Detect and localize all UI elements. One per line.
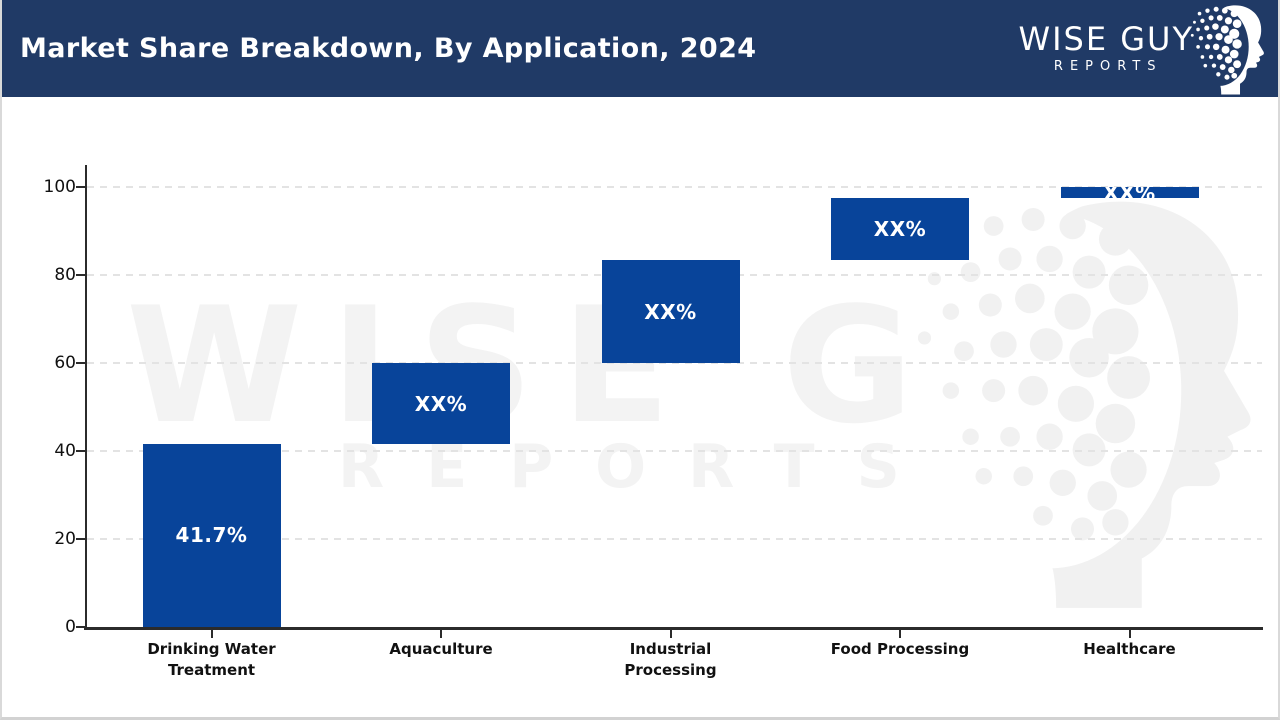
y-axis-line <box>85 165 87 629</box>
y-tick-mark <box>76 538 85 540</box>
y-gridline <box>87 186 1262 188</box>
y-tick-mark <box>76 186 85 188</box>
y-tick-label: 100 <box>43 177 76 197</box>
y-tick-label: 40 <box>54 441 76 461</box>
x-tick-mark <box>669 630 672 638</box>
y-tick-mark <box>76 274 85 276</box>
logo-text: WISE GUY REPORTS <box>1018 23 1194 74</box>
x-tick-label: Drinking Water Treatment <box>147 640 276 679</box>
y-tick-label: 60 <box>54 353 76 373</box>
header: Market Share Breakdown, By Application, … <box>0 0 1280 97</box>
x-axis-line <box>84 627 1263 630</box>
y-tick-mark <box>76 362 85 364</box>
x-tick-mark <box>210 630 213 638</box>
bar-segment: XX% <box>601 260 740 364</box>
x-tick-label: Aquaculture <box>389 640 493 658</box>
y-gridline <box>87 538 1262 540</box>
y-tick-mark <box>76 450 85 452</box>
y-gridline <box>87 450 1262 452</box>
x-tick-mark <box>899 630 901 638</box>
y-tick-label: 80 <box>54 265 76 285</box>
bar-value-label: XX% <box>1103 187 1155 198</box>
wise-guy-logo: WISE GUY REPORTS <box>1018 0 1274 97</box>
y-tick-label: 0 <box>65 617 76 637</box>
bar-value-label: XX% <box>644 299 697 324</box>
x-tick-mark <box>1128 630 1131 638</box>
bar-value-label: 41.7% <box>175 523 248 548</box>
x-tick-label: Healthcare <box>1083 640 1176 658</box>
bar-segment: XX% <box>831 198 969 261</box>
logo-wordmark: WISE GUY <box>1018 20 1194 58</box>
x-tick-mark <box>440 630 442 638</box>
bar-segment: XX% <box>372 363 510 444</box>
logo-subtext: REPORTS <box>1053 59 1163 74</box>
y-tick-mark <box>76 626 85 628</box>
x-tick-label: Food Processing <box>830 640 970 658</box>
bar-segment: XX% <box>1060 187 1199 198</box>
bar-value-label: XX% <box>414 391 468 416</box>
chart-title: Market Share Breakdown, By Application, … <box>20 33 757 64</box>
bar-segment: 41.7% <box>142 443 281 627</box>
y-tick-label: 20 <box>54 529 76 549</box>
bar-value-label: XX% <box>873 217 927 242</box>
logo-face-icon <box>1190 4 1264 95</box>
x-tick-label: Industrial Processing <box>624 640 717 679</box>
